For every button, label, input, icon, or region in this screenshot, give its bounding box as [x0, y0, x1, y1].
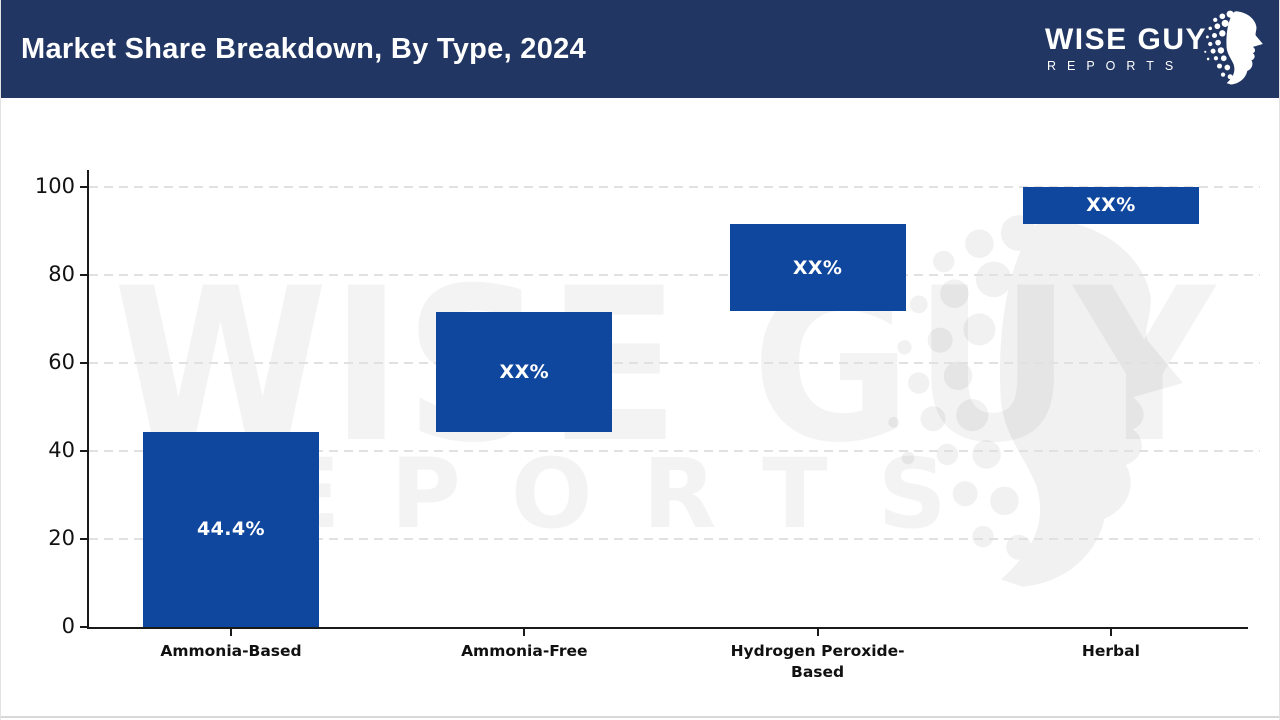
y-tick-label-80: 80	[48, 262, 75, 286]
y-tick-label-20: 20	[48, 526, 75, 550]
watermark-face-icon	[888, 215, 1183, 587]
category-label-1: Ammonia-Free	[461, 642, 588, 660]
gridline-100	[89, 186, 1260, 188]
bar-ammonia-based: 44.4%	[143, 431, 319, 627]
y-axis-line	[87, 170, 89, 629]
bar-ammonia-free: XX%	[436, 311, 613, 432]
gridline-20	[89, 538, 1260, 540]
y-tick-0	[80, 626, 87, 628]
gridline-40	[89, 450, 1260, 452]
y-tick-20	[80, 538, 87, 540]
category-label-0: Ammonia-Based	[160, 642, 302, 660]
chart-title: Market Share Breakdown, By Type, 2024	[21, 32, 587, 65]
y-tick-80	[80, 274, 87, 276]
x-axis-line	[87, 627, 1248, 629]
header-bar: Market Share Breakdown, By Type, 2024 WI…	[1, 0, 1279, 98]
y-tick-label-40: 40	[48, 438, 75, 462]
y-tick-label-0: 0	[61, 614, 75, 638]
wiseguy-face-icon	[1204, 10, 1263, 85]
x-tick-3	[1109, 629, 1112, 636]
bar-hydrogen-peroxide-based: XX%	[729, 224, 906, 311]
logo-text: WISE GUY REPORTS	[1044, 23, 1207, 74]
bar-value-label: XX%	[499, 360, 550, 383]
category-label-3: Herbal	[1081, 642, 1140, 660]
logo-subtitle: REPORTS	[1046, 59, 1185, 73]
bar-value-label: XX%	[1086, 194, 1136, 217]
logo-wordmark: WISE GUY	[1044, 23, 1207, 56]
y-tick-40	[80, 450, 87, 452]
y-tick-label-60: 60	[48, 350, 75, 374]
wiseguy-logo: WISE GUY REPORTS	[1045, 8, 1265, 90]
x-tick-2	[816, 629, 819, 636]
bar-herbal: XX%	[1022, 187, 1199, 224]
category-label-2: Hydrogen Peroxide-Based	[730, 642, 905, 681]
gridline-60	[89, 362, 1260, 364]
gridline-80	[89, 274, 1260, 276]
bar-value-label: 44.4%	[197, 518, 265, 541]
y-tick-label-100: 100	[34, 174, 75, 198]
x-tick-0	[230, 629, 232, 636]
bar-value-label: XX%	[792, 256, 843, 279]
y-tick-100	[80, 186, 87, 188]
bottom-divider	[1, 716, 1279, 718]
y-tick-60	[80, 362, 87, 364]
x-tick-1	[523, 629, 526, 636]
